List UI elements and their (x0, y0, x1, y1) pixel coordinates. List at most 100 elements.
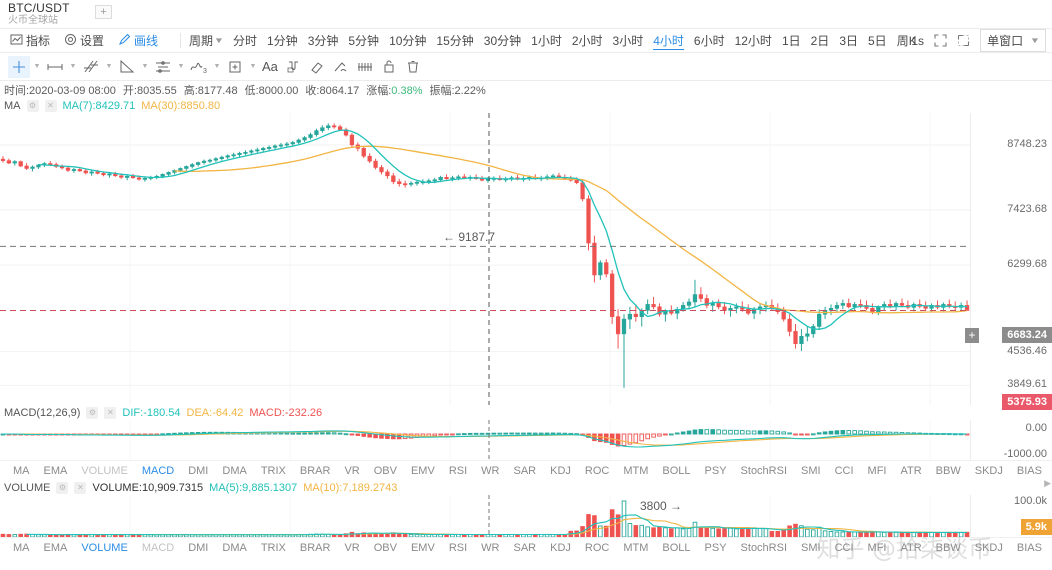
measure-tool[interactable] (354, 56, 376, 78)
fibonacci-tool[interactable] (152, 56, 174, 78)
indicator-tab-mfi[interactable]: MFI (867, 464, 887, 477)
indicator-tab-vr[interactable]: VR (344, 464, 360, 477)
indicator-tab-bbw[interactable]: BBW (935, 541, 961, 554)
indicator-tab-cci[interactable]: CCI (834, 541, 854, 554)
indicator-tab-macd[interactable]: MACD (141, 464, 175, 477)
fullscreen-icon[interactable] (934, 34, 947, 47)
indicator-tab-skdj[interactable]: SKDJ (974, 464, 1003, 477)
volume-settings-icon[interactable]: ⚙ (56, 481, 69, 494)
ma-close-icon[interactable]: ✕ (44, 99, 57, 112)
period-3小时[interactable]: 3小时 (612, 34, 644, 48)
period-周K[interactable]: 周K (896, 34, 917, 48)
indicator-tab-ma[interactable]: MA (13, 541, 30, 554)
magnet-tool[interactable] (282, 56, 304, 78)
indicator-tab-atr[interactable]: ATR (900, 541, 922, 554)
period-3分钟[interactable]: 3分钟 (307, 34, 339, 48)
indicator-tab-dma[interactable]: DMA (222, 541, 247, 554)
horizontal-segment-tool[interactable] (44, 56, 66, 78)
indicator-tab-psy[interactable]: PSY (704, 541, 727, 554)
indicator-tab-brar[interactable]: BRAR (299, 541, 331, 554)
parallel-lines-tool[interactable] (80, 56, 102, 78)
indicator-tab-brar[interactable]: BRAR (299, 464, 331, 477)
indicator-tab-vr[interactable]: VR (344, 541, 360, 554)
indicator-tab-wr[interactable]: WR (481, 464, 500, 477)
indicator-tab-roc[interactable]: ROC (584, 464, 610, 477)
indicator-tab-boll[interactable]: BOLL (662, 464, 691, 477)
crosshair-add-button[interactable]: + (965, 328, 979, 343)
indicator-tab-obv[interactable]: OBV (373, 541, 397, 554)
indicator-tab-dmi[interactable]: DMI (188, 541, 209, 554)
volume-close-icon[interactable]: ✕ (74, 481, 87, 494)
indicator-tab-obv[interactable]: OBV (373, 464, 397, 477)
indicator-tab-sar[interactable]: SAR (513, 464, 537, 477)
draw-button[interactable]: 画线 (118, 32, 158, 49)
indicator-tab-stochrsi[interactable]: StochRSI (740, 464, 788, 477)
period-1日[interactable]: 1日 (781, 34, 801, 48)
parallel-tool-chevron-down-icon[interactable]: ▼ (105, 63, 113, 70)
period-30分钟[interactable]: 30分钟 (483, 34, 522, 48)
symbol-pair[interactable]: BTC/USDT (8, 1, 70, 15)
shape-tool[interactable] (224, 56, 246, 78)
period-1小时[interactable]: 1小时 (531, 34, 562, 48)
snapshot-icon[interactable] (957, 34, 970, 47)
indicator-tab-wr[interactable]: WR (481, 541, 500, 554)
indicator-tab-volume[interactable]: VOLUME (81, 541, 128, 554)
ma-settings-icon[interactable]: ⚙ (26, 99, 39, 112)
period-2小时[interactable]: 2小时 (571, 34, 603, 48)
visibility-tool[interactable] (330, 56, 352, 78)
indicator-tab-ema[interactable]: EMA (43, 541, 68, 554)
indicator-tab-emv[interactable]: EMV (410, 541, 435, 554)
indicator-tab-trix[interactable]: TRIX (260, 541, 286, 554)
macd-settings-icon[interactable]: ⚙ (86, 406, 99, 419)
period-5分钟[interactable]: 5分钟 (348, 34, 380, 48)
indicator-tab-bbw[interactable]: BBW (935, 464, 961, 477)
indicator-tabs-macd[interactable]: MA EMA VOLUME MACD DMI DMA TRIX BRAR VR OBV EMV RSI… (0, 460, 1052, 480)
shape-tool-chevron-down-icon[interactable]: ▼ (249, 63, 257, 70)
period-2日[interactable]: 2日 (810, 34, 830, 48)
segment-tool-chevron-down-icon[interactable]: ▼ (69, 63, 77, 70)
indicator-tab-mtm[interactable]: MTM (623, 464, 649, 477)
triangle-tool[interactable] (116, 56, 138, 78)
period-3日[interactable]: 3日 (839, 34, 858, 48)
indicator-tab-dmi[interactable]: DMI (188, 464, 209, 477)
triangle-tool-chevron-down-icon[interactable]: ▼ (141, 63, 149, 70)
macd-close-icon[interactable]: ✕ (104, 406, 117, 419)
indicator-tab-smi[interactable]: SMI (801, 464, 821, 477)
indicator-tab-stochrsi[interactable]: StochRSI (740, 541, 788, 554)
indicator-tab-ma[interactable]: MA (13, 464, 30, 477)
scroll-right-icon[interactable]: ▶ (1044, 478, 1051, 488)
indicator-tab-emv[interactable]: EMV (410, 464, 435, 477)
indicator-tab-rsi[interactable]: RSI (448, 464, 468, 477)
chevron-down-icon[interactable]: ▼ (213, 36, 225, 45)
period-6小时[interactable]: 6小时 (693, 34, 725, 48)
window-mode-select[interactable]: 单窗口 ▼ (980, 29, 1046, 52)
crosshair-tool[interactable] (8, 55, 30, 78)
indicator-tab-ema[interactable]: EMA (43, 464, 68, 477)
seconds-button[interactable]: 1s (911, 33, 925, 48)
indicator-tab-roc[interactable]: ROC (584, 541, 610, 554)
indicator-tabs-volume[interactable]: MA EMA VOLUME MACD DMI DMA TRIX BRAR VR OBV EMV RSI… (0, 537, 1052, 557)
period-分时[interactable]: 分时 (232, 34, 257, 48)
period-15分钟[interactable]: 15分钟 (436, 34, 474, 48)
indicator-tab-atr[interactable]: ATR (900, 464, 922, 477)
macd-chart-pane[interactable]: 0.00 -1000.00 (0, 420, 1052, 460)
volume-chart-pane[interactable]: 100.0k 5.9k (0, 495, 1052, 537)
settings-button[interactable]: 设置 (64, 32, 104, 49)
wave-tool[interactable]: 3 (188, 56, 210, 78)
indicator-tab-boll[interactable]: BOLL (662, 541, 691, 554)
indicator-tab-trix[interactable]: TRIX (260, 464, 286, 477)
period-4小时[interactable]: 4小时 (653, 33, 684, 50)
period-12小时[interactable]: 12小时 (734, 34, 772, 48)
indicator-tab-sar[interactable]: SAR (513, 541, 537, 554)
period-10分钟[interactable]: 10分钟 (389, 34, 427, 48)
indicator-tab-bias[interactable]: BIAS (1016, 464, 1042, 477)
add-tab-button[interactable]: + (95, 5, 112, 19)
indicator-tab-volume[interactable]: VOLUME (81, 464, 128, 477)
indicator-tab-mfi[interactable]: MFI (867, 541, 887, 554)
lock-tool[interactable] (378, 56, 400, 78)
indicator-tab-kdj[interactable]: KDJ (550, 464, 571, 477)
indicator-tab-dma[interactable]: DMA (222, 464, 247, 477)
fibonacci-tool-chevron-down-icon[interactable]: ▼ (177, 63, 185, 70)
crosshair-tool-chevron-down-icon[interactable]: ▼ (33, 63, 41, 70)
indicator-tab-mtm[interactable]: MTM (623, 541, 649, 554)
